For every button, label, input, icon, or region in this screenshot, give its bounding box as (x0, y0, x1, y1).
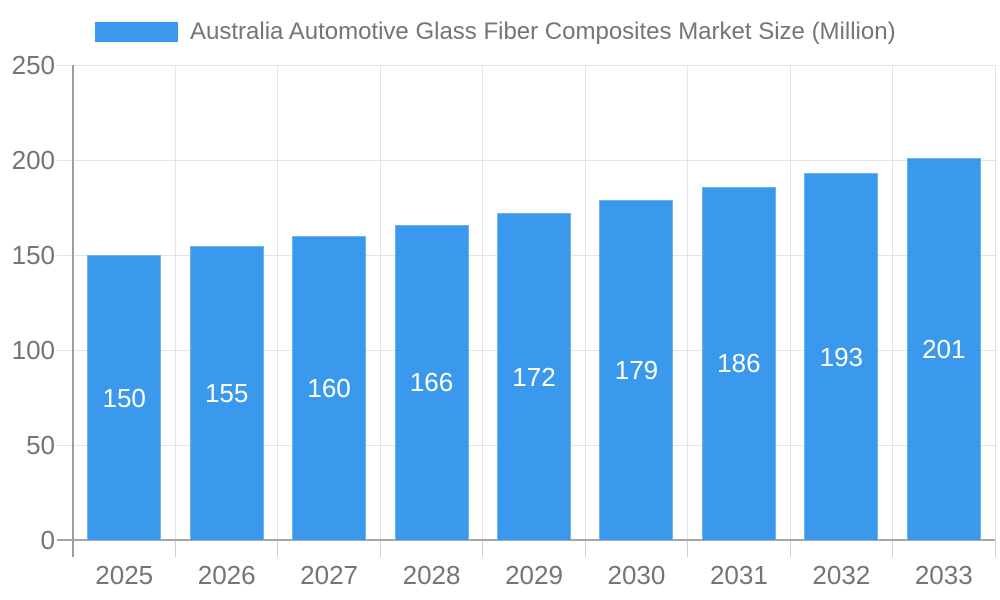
x-tick-label: 2032 (812, 560, 871, 590)
x-tick-mark (482, 540, 484, 557)
legend-label: Australia Automotive Glass Fiber Composi… (190, 18, 896, 45)
x-tick-mark (994, 540, 996, 557)
y-tick-label: 100 (11, 335, 55, 365)
gridline-v (174, 65, 176, 540)
gridline-v (584, 65, 586, 540)
bar (497, 213, 571, 540)
y-axis-line (72, 65, 74, 557)
x-tick-label: 2033 (914, 560, 973, 590)
bar-value-label: 186 (717, 348, 761, 379)
gridline-v (687, 65, 689, 540)
gridline-v (277, 65, 279, 540)
gridline-v (994, 65, 996, 540)
x-tick-label: 2030 (607, 560, 666, 590)
x-tick-label: 2026 (197, 560, 256, 590)
legend-swatch-icon (95, 22, 178, 42)
bar-value-label: 172 (512, 361, 556, 392)
x-axis-line (57, 539, 995, 541)
gridline-h (57, 159, 995, 161)
x-tick-label: 2031 (709, 560, 768, 590)
bar (189, 245, 264, 540)
bar-value-label: 155 (204, 377, 249, 408)
bar (87, 255, 162, 540)
x-tick-mark (174, 540, 176, 557)
gridline-v (482, 65, 484, 540)
x-tick-mark (789, 540, 791, 557)
gridline-v (789, 65, 791, 540)
x-tick-label: 2028 (402, 560, 461, 590)
y-tick-label: 200 (11, 145, 55, 175)
bar-value-label: 150 (102, 382, 146, 413)
bar-value-label: 179 (614, 354, 659, 385)
x-tick-mark (687, 540, 689, 557)
bar (906, 158, 981, 540)
gridline-v (379, 65, 381, 540)
bar (292, 236, 367, 540)
bar (599, 199, 674, 540)
x-tick-label: 2025 (95, 560, 154, 590)
x-tick-mark (379, 540, 381, 557)
bar-value-label: 201 (922, 334, 966, 365)
legend[interactable]: Australia Automotive Glass Fiber Composi… (95, 18, 896, 46)
gridline-h (57, 64, 995, 66)
y-tick-label: 250 (11, 50, 55, 80)
x-tick-label: 2029 (505, 560, 563, 590)
x-tick-label: 2027 (300, 560, 359, 590)
bar (701, 186, 776, 540)
x-tick-mark (277, 540, 279, 557)
bar-value-label: 166 (409, 367, 454, 398)
y-tick-label: 50 (26, 430, 55, 460)
x-tick-mark (892, 540, 894, 557)
bar (804, 173, 879, 540)
y-tick-label: 150 (11, 240, 55, 270)
bar (394, 224, 469, 540)
x-tick-mark (584, 540, 586, 557)
bar-value-label: 160 (307, 373, 351, 403)
bar-value-label: 193 (819, 341, 864, 372)
gridline-v (892, 65, 894, 540)
y-tick-label: 0 (40, 525, 55, 555)
